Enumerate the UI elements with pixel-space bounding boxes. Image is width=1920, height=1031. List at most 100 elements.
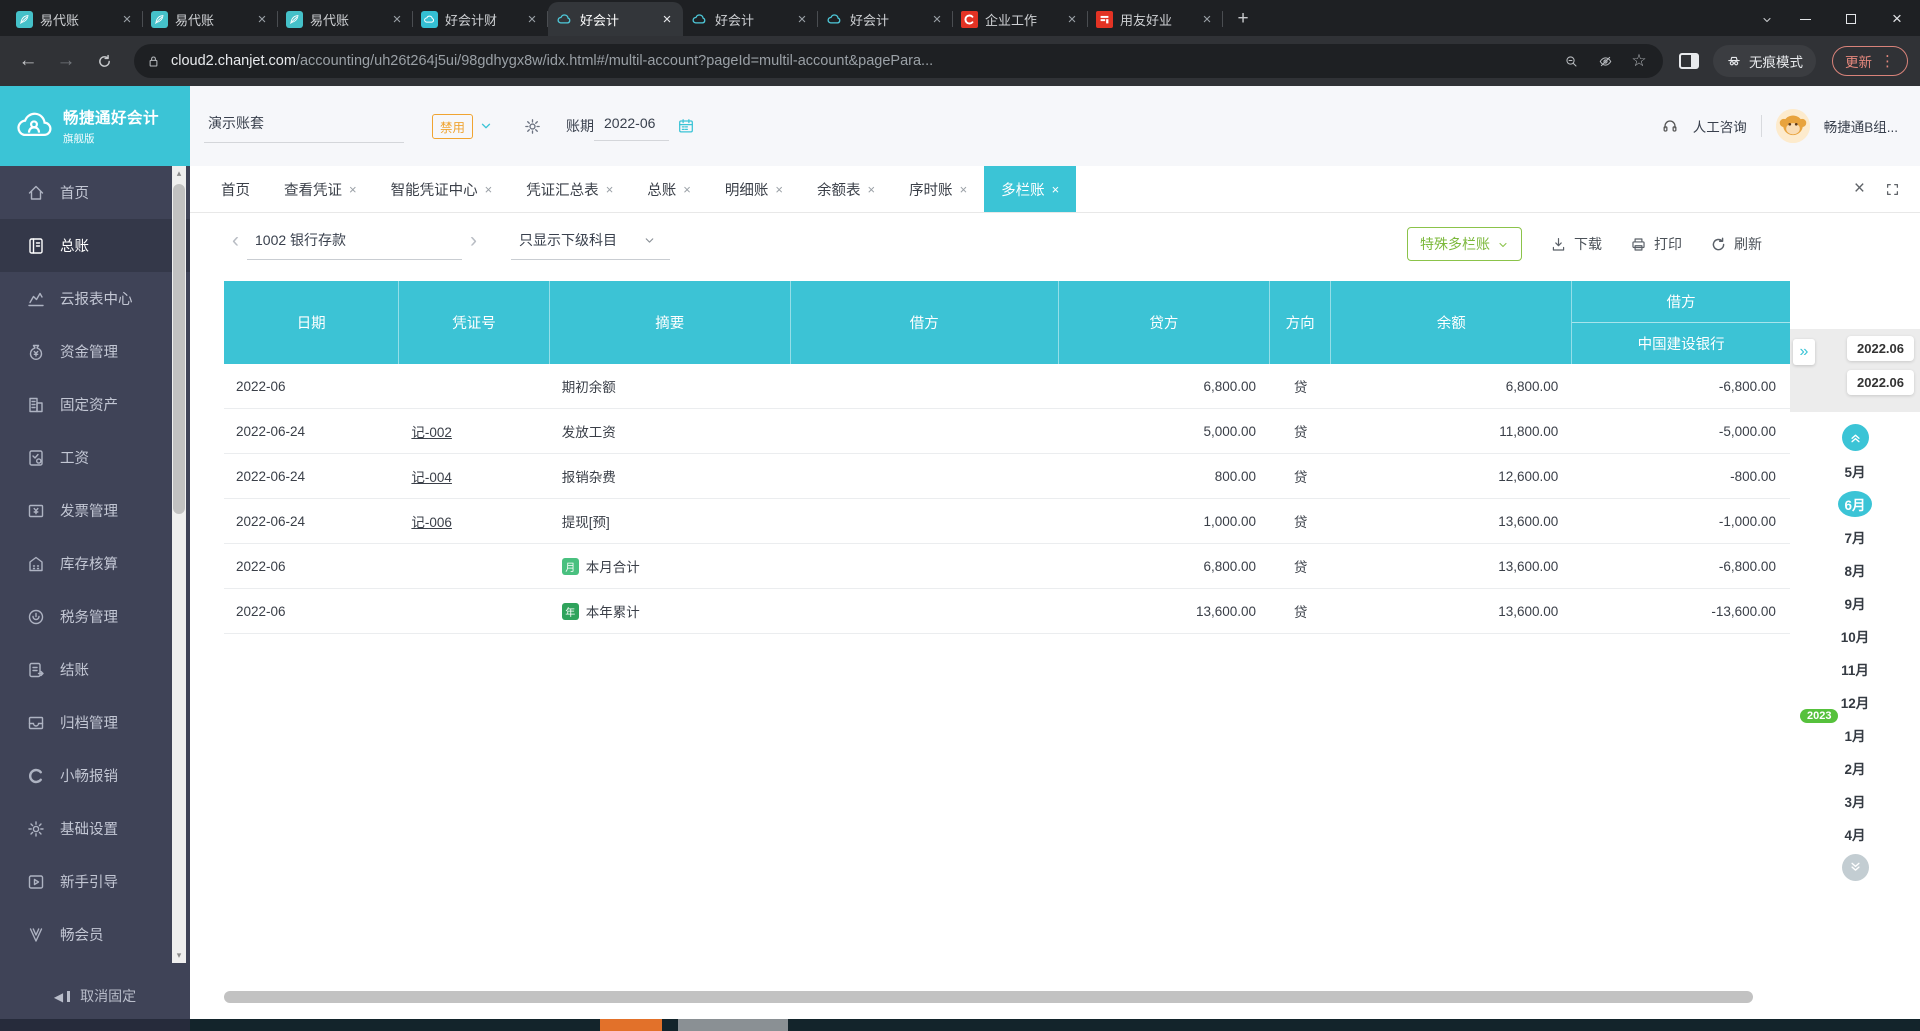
account-set-selector[interactable]: 演示账套 — [204, 110, 404, 143]
avatar[interactable] — [1775, 109, 1810, 143]
collapse-panel-icon[interactable] — [1793, 339, 1815, 365]
tab-close-icon[interactable] — [659, 11, 675, 28]
month-item[interactable]: 11月 — [1838, 656, 1872, 682]
browser-tab[interactable]: 好会计 — [548, 2, 683, 36]
tab-close-icon[interactable] — [524, 11, 540, 28]
month-item[interactable]: 4月 — [1838, 821, 1872, 847]
bookmark-star-icon[interactable] — [1627, 49, 1651, 73]
month-item[interactable]: 9月 — [1838, 590, 1872, 616]
scope-filter-dropdown[interactable]: 只显示下级科目 — [511, 228, 670, 260]
refresh-button[interactable]: 刷新 — [1710, 234, 1762, 254]
sidebar-item-report[interactable]: 云报表中心 — [0, 272, 190, 325]
browser-tab[interactable]: 易代账 — [143, 2, 278, 36]
unpin-button[interactable]: 取消固定 — [0, 973, 190, 1019]
tab-close-icon[interactable] — [1199, 11, 1215, 28]
month-item[interactable]: 8月 — [1838, 557, 1872, 583]
forward-button[interactable] — [50, 45, 82, 77]
browser-tab[interactable]: 好会计 — [683, 2, 818, 36]
voucher-link[interactable]: 记-004 — [411, 470, 452, 485]
tab-close-icon[interactable] — [389, 11, 405, 28]
month-item[interactable]: 3月 — [1838, 788, 1872, 814]
tab-close-icon[interactable] — [1064, 11, 1080, 28]
month-item[interactable]: 5月 — [1838, 458, 1872, 484]
gear-icon[interactable] — [523, 117, 542, 136]
close-all-tabs-icon[interactable] — [1854, 178, 1865, 200]
month-item[interactable]: 6月 — [1838, 491, 1872, 517]
sidebar-scrollbar[interactable] — [172, 166, 186, 963]
sidebar-item-funds[interactable]: 资金管理 — [0, 325, 190, 378]
tab-close-icon[interactable] — [929, 11, 945, 28]
account-selector[interactable]: 1002 银行存款 — [247, 228, 462, 260]
tab-close-icon[interactable] — [254, 11, 270, 28]
sidebar-item-payroll[interactable]: 工资 — [0, 431, 190, 484]
month-item[interactable]: 7月 — [1838, 524, 1872, 550]
workspace-tab[interactable]: 余额表 — [800, 166, 892, 212]
user-name[interactable]: 畅捷通B组... — [1823, 120, 1898, 135]
workspace-tab-close-icon[interactable] — [349, 182, 357, 197]
workspace-tab[interactable]: 明细账 — [708, 166, 800, 212]
update-button[interactable]: 更新 — [1832, 46, 1908, 76]
scroll-down-icon[interactable] — [172, 948, 186, 963]
sidebar-item-invoice[interactable]: 发票管理 — [0, 484, 190, 537]
workspace-tab-close-icon[interactable] — [606, 182, 614, 197]
workspace-tab[interactable]: 凭证汇总表 — [509, 166, 630, 212]
month-item[interactable]: 1月 2023 — [1800, 709, 1872, 748]
minimize-button[interactable] — [1782, 2, 1828, 36]
workspace-tab-close-icon[interactable] — [1052, 182, 1060, 197]
browser-tab[interactable]: 易代账 — [278, 2, 413, 36]
tab-close-icon[interactable] — [794, 11, 810, 28]
sidebar-scroll-thumb[interactable] — [173, 184, 185, 514]
sidebar-item-home[interactable]: 首页 — [0, 166, 190, 219]
workspace-tab[interactable]: 智能凭证中心 — [374, 166, 510, 212]
browser-tab[interactable]: 企业工作 — [953, 2, 1088, 36]
sidebar-item-closing[interactable]: 结账 — [0, 643, 190, 696]
workspace-tab[interactable]: 查看凭证 — [267, 166, 374, 212]
workspace-tab[interactable]: 首页 — [204, 166, 267, 212]
scroll-up-icon[interactable] — [172, 166, 186, 181]
browser-menu-icon[interactable] — [1880, 52, 1895, 70]
month-scroll-down-button[interactable] — [1841, 854, 1869, 881]
workspace-tab[interactable]: 多栏账 — [984, 166, 1077, 212]
maximize-button[interactable] — [1828, 2, 1874, 36]
browser-tab[interactable]: 好会计 — [818, 2, 953, 36]
browser-tab[interactable]: 用友好业 — [1088, 2, 1223, 36]
browser-tab[interactable]: 易代账 — [8, 2, 143, 36]
month-item[interactable]: 12月 — [1838, 689, 1872, 715]
side-panel-button[interactable] — [1677, 49, 1701, 73]
reload-button[interactable] — [88, 45, 120, 77]
zoom-out-button[interactable] — [1559, 49, 1583, 73]
horizontal-scroll-thumb[interactable] — [224, 991, 1753, 1003]
workspace-tab-close-icon[interactable] — [683, 182, 691, 197]
workspace-tab-close-icon[interactable] — [960, 182, 968, 197]
support-link[interactable]: 人工咨询 — [1692, 120, 1747, 135]
new-tab-button[interactable] — [1229, 5, 1257, 33]
sidebar-item-settings[interactable]: 基础设置 — [0, 802, 190, 855]
back-button[interactable] — [12, 45, 44, 77]
special-multicolumn-button[interactable]: 特殊多栏账 — [1407, 227, 1522, 261]
sidebar-item-inventory[interactable]: 库存核算 — [0, 537, 190, 590]
voucher-link[interactable]: 记-002 — [411, 425, 452, 440]
address-bar[interactable]: cloud2.chanjet.com/accounting/uh26t264j5… — [134, 44, 1663, 78]
month-item[interactable]: 10月 — [1838, 623, 1872, 649]
eye-off-button[interactable] — [1593, 49, 1617, 73]
fullscreen-icon[interactable] — [1885, 182, 1900, 197]
month-scroll-up-button[interactable] — [1841, 424, 1869, 451]
sidebar-item-guide[interactable]: 新手引导 — [0, 855, 190, 908]
download-button[interactable]: 下载 — [1550, 234, 1602, 254]
chevron-down-icon[interactable] — [479, 119, 493, 133]
workspace-tab-close-icon[interactable] — [485, 182, 493, 197]
workspace-tab-close-icon[interactable] — [775, 182, 783, 197]
period-chip[interactable]: 2022.06 — [1847, 336, 1914, 361]
horizontal-scrollbar[interactable] — [224, 991, 1784, 1003]
sidebar-item-member[interactable]: 畅会员 — [0, 908, 190, 961]
voucher-link[interactable]: 记-006 — [411, 515, 452, 530]
sidebar-item-ledger[interactable]: 总账 — [0, 219, 190, 272]
print-button[interactable]: 打印 — [1630, 234, 1682, 254]
sidebar-item-fixed-asset[interactable]: 固定资产 — [0, 378, 190, 431]
workspace-tab-close-icon[interactable] — [867, 182, 875, 197]
period-chip[interactable]: 2022.06 — [1847, 370, 1914, 395]
sidebar-item-archive[interactable]: 归档管理 — [0, 696, 190, 749]
calendar-icon[interactable] — [677, 117, 695, 135]
tab-close-icon[interactable] — [119, 11, 135, 28]
period-value[interactable]: 2022-06 — [594, 112, 670, 141]
